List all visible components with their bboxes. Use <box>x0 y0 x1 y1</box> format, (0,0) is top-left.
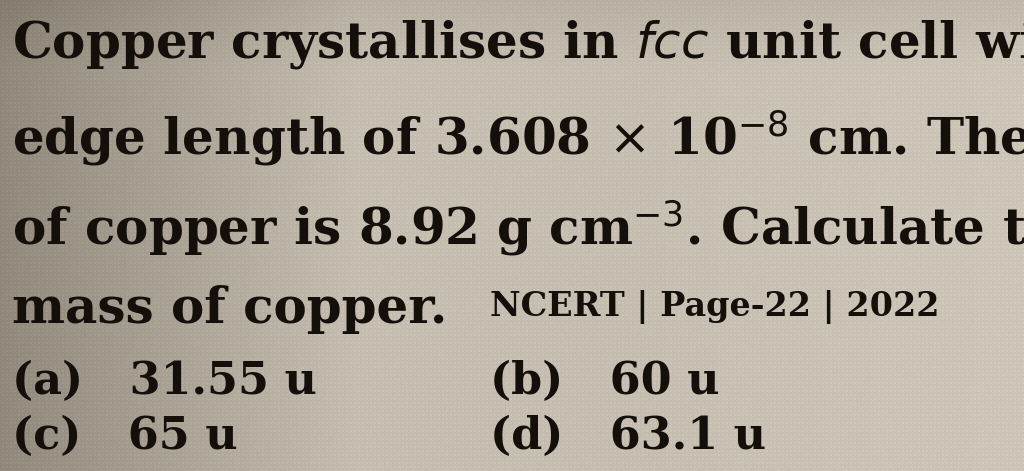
Text: mass of copper.: mass of copper. <box>12 285 447 334</box>
Text: (c)   65 u: (c) 65 u <box>12 415 238 458</box>
Text: of copper is 8.92 g cm$^{-3}$. Calculate the atomic: of copper is 8.92 g cm$^{-3}$. Calculate… <box>12 198 1024 258</box>
Text: Copper crystallises in $\mathit{fcc}$ unit cell with cell: Copper crystallises in $\mathit{fcc}$ un… <box>12 18 1024 71</box>
Text: (b)   60 u: (b) 60 u <box>490 360 720 403</box>
Text: NCERT | Page-22 | 2022: NCERT | Page-22 | 2022 <box>490 290 939 324</box>
Text: edge length of 3.608 $\times$ 10$^{-8}$ cm. The density: edge length of 3.608 $\times$ 10$^{-8}$ … <box>12 108 1024 168</box>
Text: (d)   63.1 u: (d) 63.1 u <box>490 415 766 458</box>
Text: (a)   31.55 u: (a) 31.55 u <box>12 360 316 403</box>
